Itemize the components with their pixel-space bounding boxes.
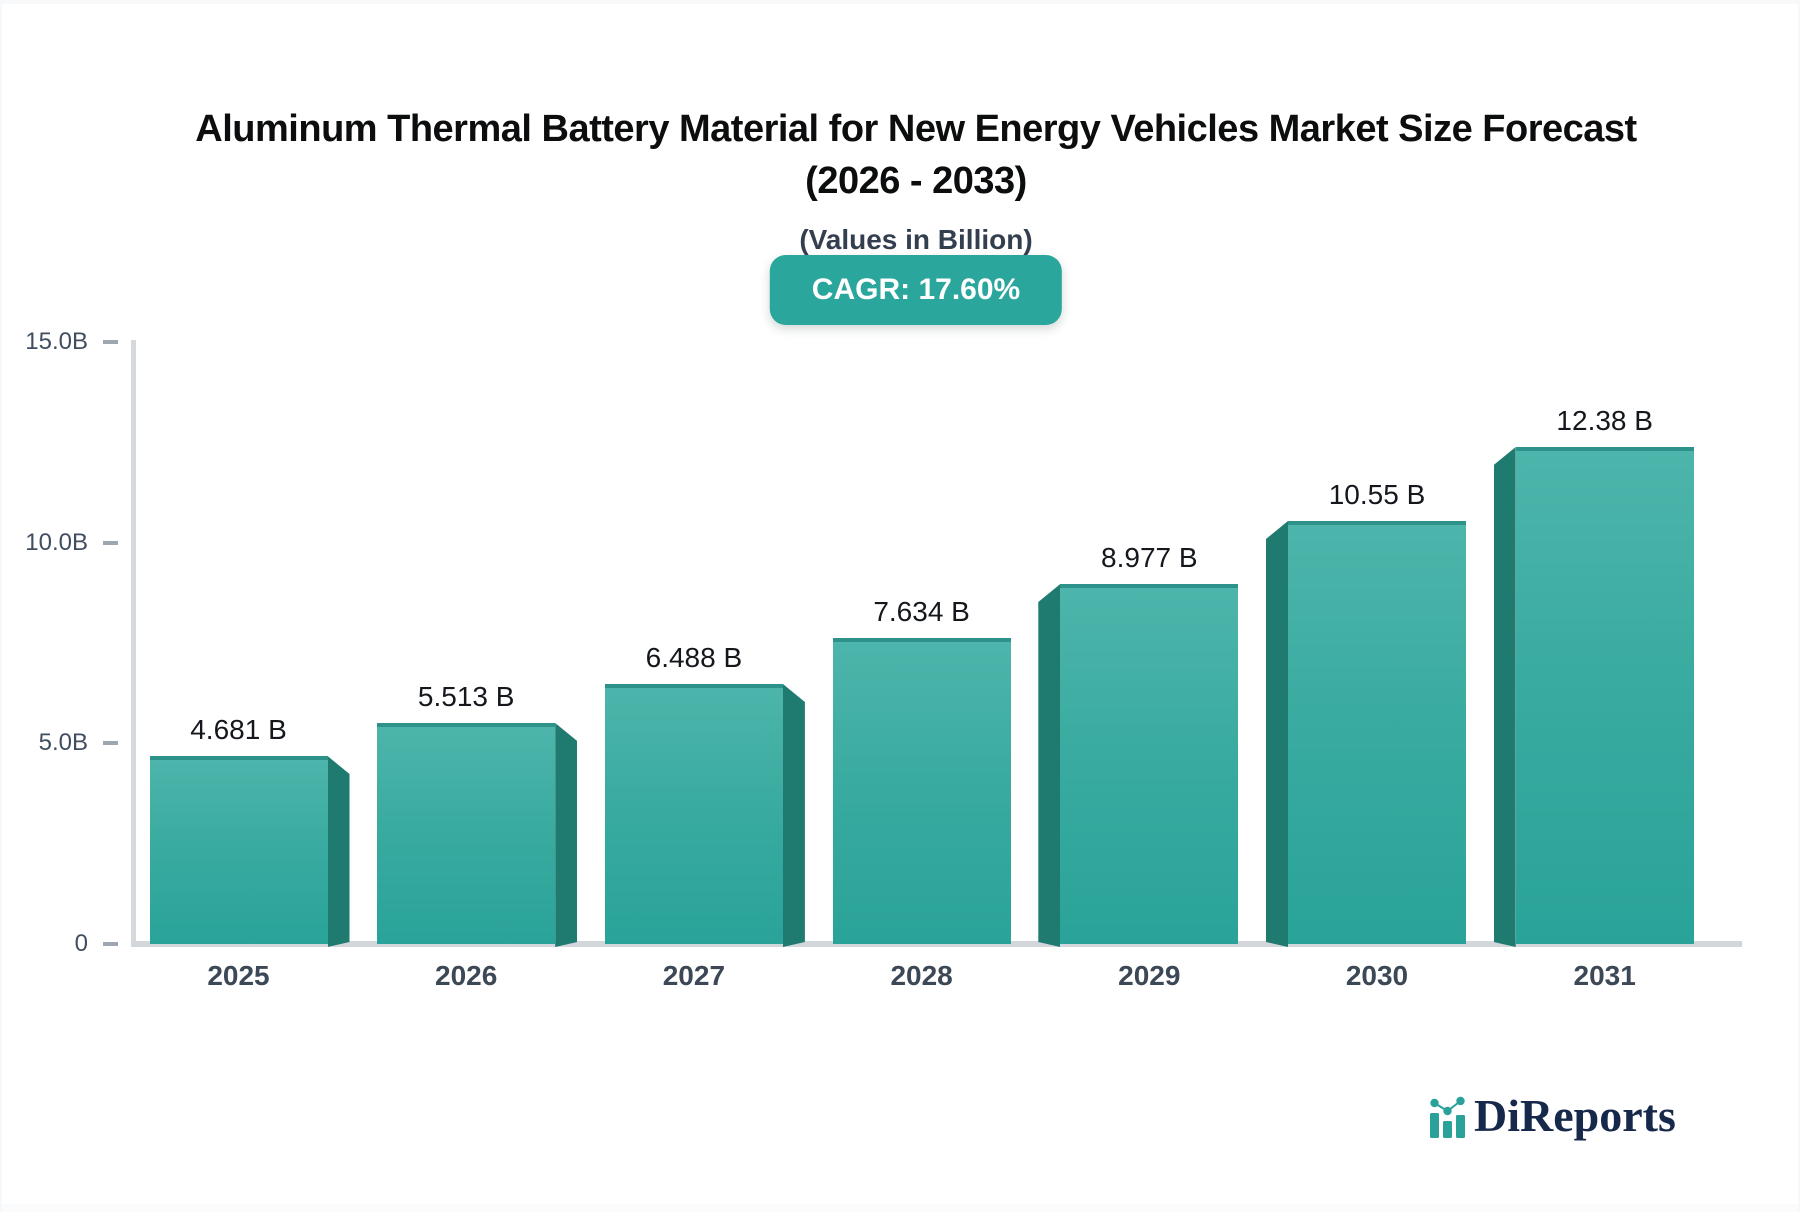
bar-3d-side-2031 [1494,447,1516,947]
page-edge-top [0,0,1800,4]
x-axis-label-2027: 2027 [662,960,726,991]
bar-face-2025 [149,756,328,944]
chart-title: Aluminum Thermal Battery Material for Ne… [16,103,1800,207]
bar-2026: 5.513 B 2026 [377,681,556,991]
bar-face-2029 [1060,584,1239,944]
bar-3d-side-2026 [555,723,577,947]
y-tick-dash-10.0B [103,540,118,545]
bar-2028: 7.634 B 2028 [832,596,1011,991]
bar-value-label-2030: 10.55 B [1328,479,1426,510]
bar-value-label-2027: 6.488 B [645,642,743,673]
y-tick-label-15.0B: 15.0B [25,328,88,356]
logo-wordmark: DiReports [1474,1090,1676,1141]
bar-face-2027 [604,684,783,944]
x-axis-label-2031: 2031 [1573,960,1636,991]
bar-2030: 10.55 B 2030 [1288,479,1466,991]
bar-value-label-2025: 4.681 B [190,714,287,745]
y-tick-label-10.0B: 10.0B [25,528,88,556]
chart-subtitle: (Values in Billion) [799,224,1033,255]
page-edge-left [0,0,2,1212]
bar-3d-side-2030 [1266,521,1288,947]
y-tick-dash-15.0B [103,340,118,345]
y-tick-dash-0 [103,942,118,946]
x-axis-label-2026: 2026 [435,960,498,991]
bar-2027: 6.488 B 2027 [604,642,783,991]
x-axis-label-2030: 2030 [1345,960,1409,991]
bar-3d-side-2025 [328,756,350,947]
page-edge-right [1798,0,1800,1212]
y-tick-label-0: 0 [74,930,88,957]
y-tick-label-5.0B: 5.0B [38,729,88,757]
bar-2031: 12.38 B 2031 [1515,405,1694,991]
bar-face-2031 [1515,447,1694,944]
cagr-badge: CAGR: 17.60% [769,255,1063,325]
bar-face-2028 [832,638,1011,944]
bar-3d-side-2029 [1038,584,1060,947]
x-axis-line [131,941,1742,947]
bar-value-label-2031: 12.38 B [1556,405,1653,436]
bar-value-label-2028: 7.634 B [873,596,970,627]
bar-value-label-2026: 5.513 B [417,681,515,712]
x-axis-label-2028: 2028 [890,960,953,991]
bar-value-label-2029: 8.977 B [1101,542,1198,573]
page-edge-bottom [0,1204,1800,1212]
x-axis-label-2025: 2025 [207,960,270,991]
bar-face-2030 [1288,521,1466,944]
bar-face-2026 [377,723,556,944]
mini-bar-chart-icon [1430,1096,1465,1138]
chart-title-line2: (2026 - 2033) [805,160,1027,202]
x-axis-label-2029: 2029 [1118,960,1181,991]
bar-3d-side-2027 [783,684,805,947]
direports-logo: DiReports [1428,1092,1728,1152]
bar-2029: 8.977 B 2029 [1060,542,1239,991]
bar-2025: 4.681 B 2025 [149,714,328,991]
y-tick-dash-5.0B [103,741,118,746]
y-axis-line [131,340,136,947]
chart-title-line1: Aluminum Thermal Battery Material for Ne… [195,108,1637,150]
